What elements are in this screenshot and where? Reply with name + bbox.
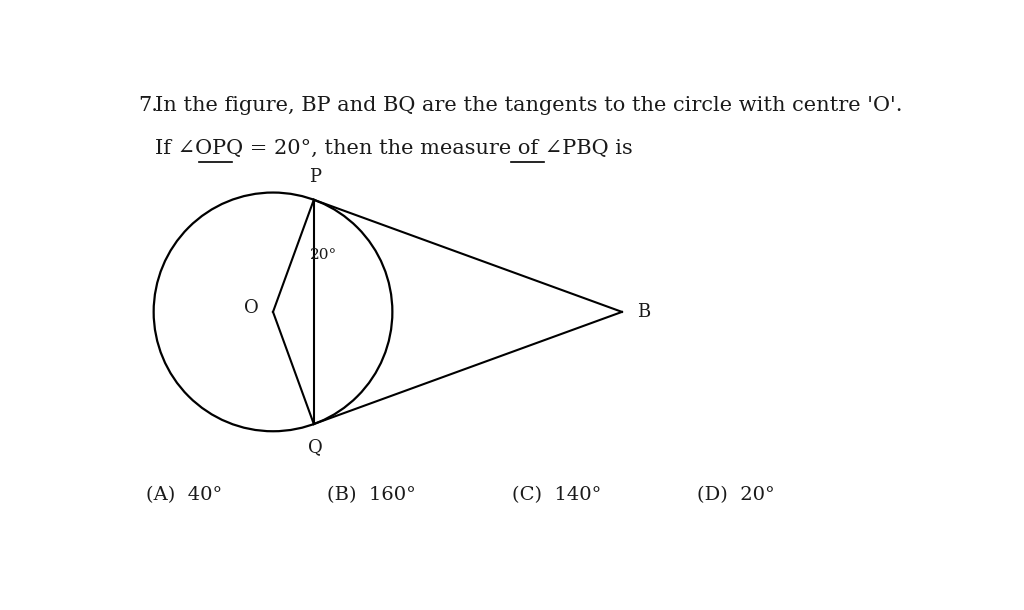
Text: In the figure, BP and BQ are the tangents to the circle with centre 'O'.: In the figure, BP and BQ are the tangent… bbox=[156, 96, 903, 115]
Text: 7.: 7. bbox=[138, 96, 159, 115]
Text: B: B bbox=[637, 303, 650, 321]
Text: P: P bbox=[309, 168, 322, 186]
Text: (B)  160°: (B) 160° bbox=[327, 486, 416, 504]
Text: If ∠OPQ = 20°, then the measure of ∠PBQ is: If ∠OPQ = 20°, then the measure of ∠PBQ … bbox=[156, 139, 633, 158]
Text: (C)  140°: (C) 140° bbox=[512, 486, 601, 504]
Text: (A)  40°: (A) 40° bbox=[146, 486, 222, 504]
Text: O: O bbox=[244, 299, 259, 317]
Text: (D)  20°: (D) 20° bbox=[696, 486, 774, 504]
Text: 20°: 20° bbox=[310, 248, 337, 262]
Text: Q: Q bbox=[308, 438, 323, 456]
